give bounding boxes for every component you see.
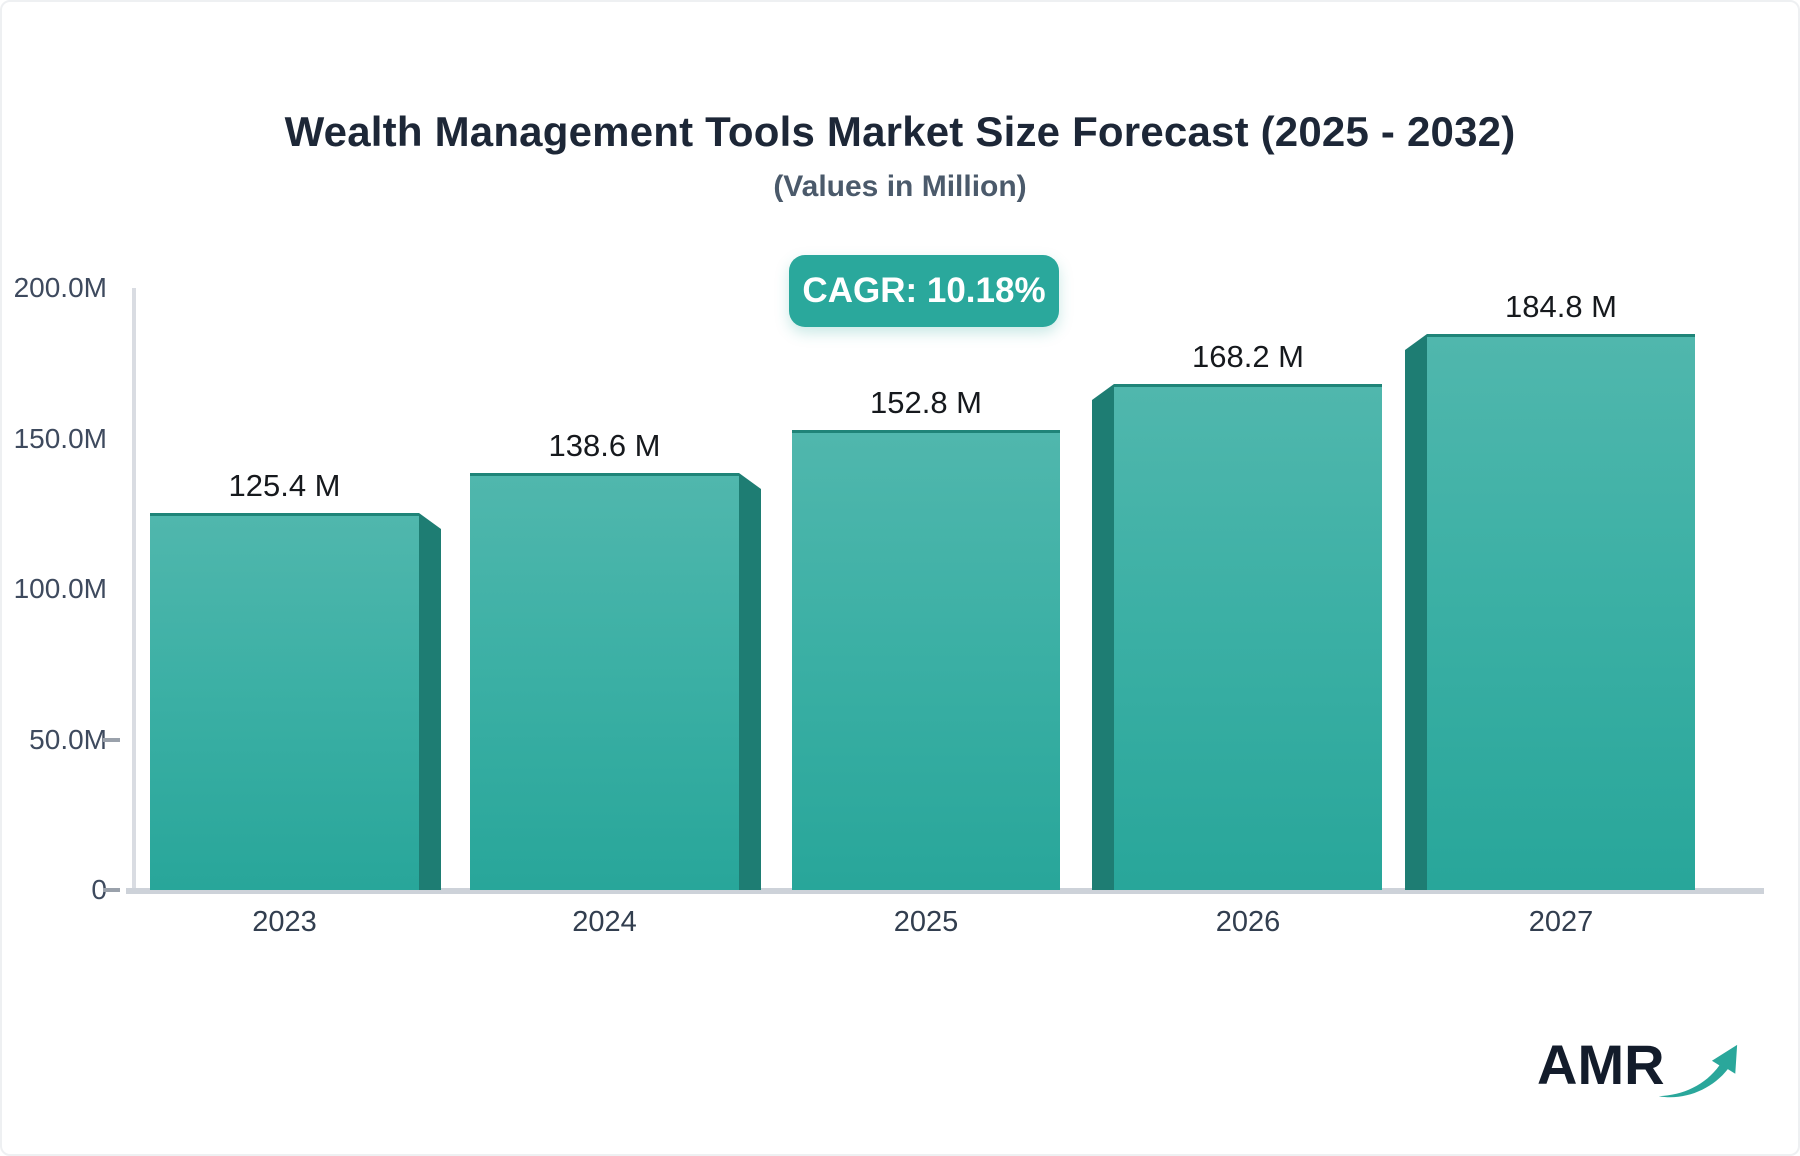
bar xyxy=(792,430,1060,890)
y-tick-label: 100.0M xyxy=(13,573,107,604)
y-tick-label: 200.0M xyxy=(13,272,107,303)
amr-logo-text: AMR xyxy=(1537,1033,1665,1096)
y-tick-label: 150.0M xyxy=(13,422,107,454)
bar-side-face xyxy=(1405,334,1427,890)
bar xyxy=(1114,384,1382,890)
cagr-badge: CAGR: 10.18% xyxy=(789,255,1059,327)
y-tick-label: 0 xyxy=(91,874,107,905)
bar-side-face xyxy=(419,513,441,890)
x-axis-baseline xyxy=(126,888,1764,894)
bar-value-label: 138.6 M xyxy=(548,428,661,463)
x-tick-label: 2024 xyxy=(572,906,637,938)
bar-value-label: 152.8 M xyxy=(869,385,983,420)
chart-subtitle: (Values in Million) xyxy=(773,170,1027,203)
y-axis-line xyxy=(132,288,136,892)
bar-value-label: 168.2 M xyxy=(1191,339,1305,374)
y-tick-dash xyxy=(103,888,120,892)
chart-title: Wealth Management Tools Market Size Fore… xyxy=(284,108,1516,155)
bar-value-label: 125.4 M xyxy=(228,468,341,503)
x-tick-label: 2023 xyxy=(252,906,317,938)
amr-logo: AMR xyxy=(1537,1032,1738,1112)
bar-value-label: 184.8 M xyxy=(1504,289,1618,324)
growth-arrow-icon xyxy=(1658,1044,1738,1098)
bar xyxy=(1427,334,1695,890)
x-tick-label: 2026 xyxy=(1215,906,1281,938)
bar xyxy=(150,513,419,890)
bar-side-face xyxy=(1092,384,1114,890)
x-tick-label: 2025 xyxy=(893,906,959,938)
y-tick-label: 50.0M xyxy=(29,723,107,755)
bar xyxy=(470,473,739,890)
bar-side-face xyxy=(739,473,761,890)
x-tick-label: 2027 xyxy=(1528,906,1594,938)
y-tick-dash xyxy=(103,737,120,742)
